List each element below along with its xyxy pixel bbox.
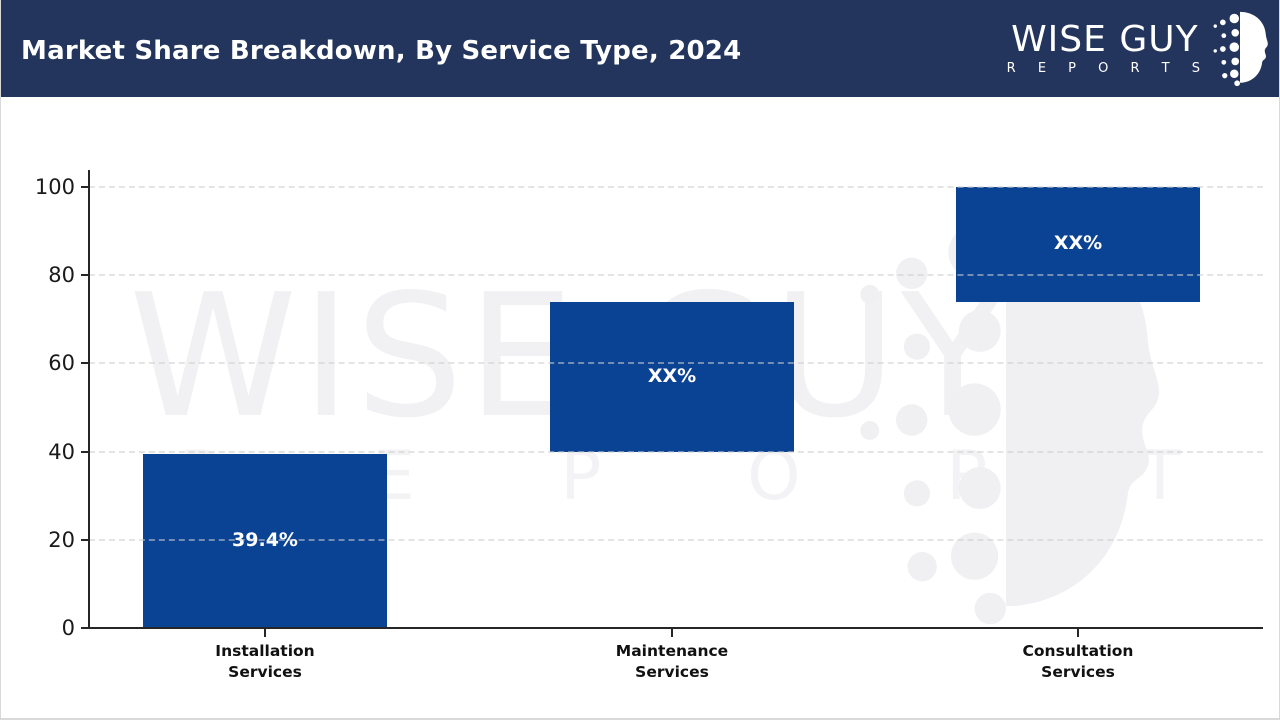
y-tick-0 xyxy=(81,627,88,629)
x-tick-2 xyxy=(671,629,673,637)
bar-2: XX% xyxy=(550,301,794,452)
y-tick-label: 40 xyxy=(48,439,75,464)
y-tick-60 xyxy=(81,362,88,365)
bar-value-label: XX% xyxy=(647,364,697,387)
y-tick-label: 60 xyxy=(48,351,75,376)
chart-plot-area: 0 20 40 60 80 100 39.4% XX% XX% Installation Serv… xyxy=(1,97,1279,718)
x-category-label: Maintenance Services xyxy=(615,642,729,681)
y-axis-line xyxy=(88,170,90,629)
header-bar: Market Share Breakdown, By Service Type,… xyxy=(1,0,1279,97)
x-tick-3 xyxy=(1077,629,1079,637)
bar-value-label: XX% xyxy=(1053,232,1103,255)
y-tick-label: 0 xyxy=(61,616,75,640)
logo-reports-label: R E P O R T S xyxy=(1006,61,1209,76)
logo-head-icon xyxy=(1213,11,1268,87)
bar-3: XX% xyxy=(956,187,1200,302)
gridline-20 xyxy=(89,538,1263,541)
watermark-head-icon xyxy=(860,215,1160,625)
y-tick-label: 80 xyxy=(48,263,75,288)
y-tick-100 xyxy=(81,186,88,188)
y-tick-40 xyxy=(81,450,88,453)
gridline-60 xyxy=(89,362,1263,365)
x-category-label: Installation Services xyxy=(215,642,315,681)
logo: WISE GUY R E P O R T S xyxy=(1007,6,1269,92)
x-category-label: Consultation Services xyxy=(1022,642,1134,681)
y-tick-80 xyxy=(81,274,88,277)
gridline-80 xyxy=(89,274,1263,277)
bar-1: 39.4% xyxy=(143,454,387,628)
x-tick-1 xyxy=(264,629,266,637)
logo-text: WISE GUY R E P O R T S xyxy=(1001,21,1209,77)
y-tick-label: 20 xyxy=(48,527,75,552)
logo-wordmark: WISE GUY xyxy=(1011,19,1199,60)
x-axis-line xyxy=(87,627,1263,629)
page-title: Market Share Breakdown, By Service Type,… xyxy=(21,36,742,66)
y-tick-20 xyxy=(81,538,88,541)
gridline-40 xyxy=(89,450,1263,453)
y-tick-label: 100 xyxy=(34,175,75,199)
gridline-100 xyxy=(89,186,1263,188)
